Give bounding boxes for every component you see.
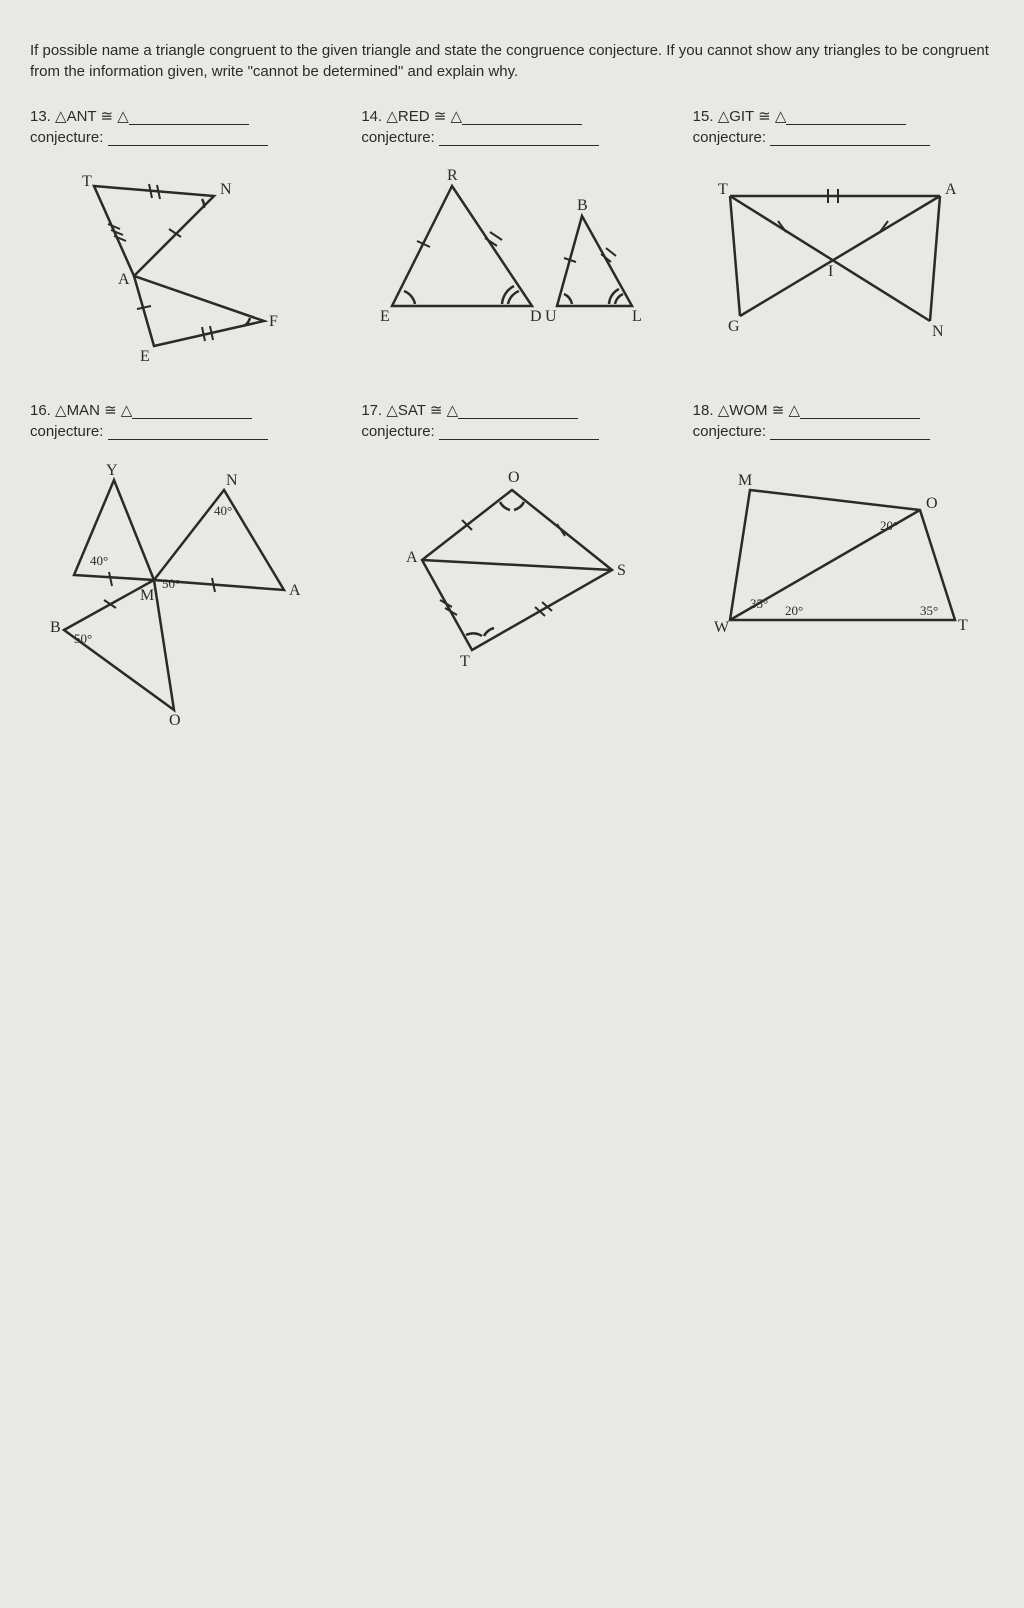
fig16-N: N xyxy=(226,472,238,489)
q17-conj-blank xyxy=(439,424,599,440)
fig17: A O S T xyxy=(358,460,666,680)
q14-num: 14. xyxy=(361,108,382,125)
q17: 17. △SAT ≅ △ conjecture: xyxy=(361,401,662,440)
fig16-a50-1: 50° xyxy=(162,576,180,591)
fig14-U: U xyxy=(545,308,557,325)
fig18: 35° 20° 20° 35° M O W T xyxy=(686,460,994,660)
fig13-F: F xyxy=(269,313,278,330)
fig16-a50-2: 50° xyxy=(74,631,92,646)
fig13-E: E xyxy=(140,348,150,365)
fig15-N: N xyxy=(932,323,944,340)
q15: 15. △GIT ≅ △ conjecture: xyxy=(693,107,994,146)
q18-conj-blank xyxy=(770,424,930,440)
fig15-A: A xyxy=(945,181,957,198)
q16-conj: conjecture: xyxy=(30,423,103,440)
q17-num: 17. xyxy=(361,402,382,419)
fig17-S: S xyxy=(617,562,626,579)
fig15: T G I A N xyxy=(686,166,994,346)
q14-conj-blank xyxy=(439,130,599,146)
fig14-B: B xyxy=(577,197,588,214)
question-row-1: 13. △ANT ≅ △ conjecture: 14. △RED ≅ △ co… xyxy=(30,107,994,146)
figure-row-2: 40° 40° 50° 50° Y M N A B O xyxy=(30,460,994,720)
fig16-M: M xyxy=(140,587,154,604)
fig18-T: T xyxy=(958,617,968,634)
q13-conj-blank xyxy=(108,130,268,146)
q15-conj-blank xyxy=(770,130,930,146)
fig17-A: A xyxy=(406,549,418,566)
q17-conj: conjecture: xyxy=(361,423,434,440)
q14-conj: conjecture: xyxy=(361,129,434,146)
q14-blank xyxy=(462,109,582,125)
fig17-T: T xyxy=(460,653,470,670)
fig16-a40-2: 40° xyxy=(214,503,232,518)
fig16-B: B xyxy=(50,619,61,636)
fig16-a40-1: 40° xyxy=(90,553,108,568)
q18-num: 18. xyxy=(693,402,714,419)
fig15-I: I xyxy=(828,263,833,280)
fig18-a20-2: 20° xyxy=(880,518,898,533)
q15-num: 15. xyxy=(693,108,714,125)
fig14: R E D B U L xyxy=(358,166,666,346)
q16: 16. △MAN ≅ △ conjecture: xyxy=(30,401,331,440)
fig18-O: O xyxy=(926,495,938,512)
fig13: T N A E F xyxy=(30,166,338,366)
fig18-M: M xyxy=(738,472,752,489)
q18: 18. △WOM ≅ △ conjecture: xyxy=(693,401,994,440)
fig18-a35-2: 35° xyxy=(920,603,938,618)
q13-num: 13. xyxy=(30,108,51,125)
fig14-E: E xyxy=(380,308,390,325)
fig14-R: R xyxy=(447,167,458,184)
fig16-Y: Y xyxy=(106,462,118,479)
fig17-O: O xyxy=(508,469,520,486)
fig14-D: D xyxy=(530,308,542,325)
q18-blank xyxy=(800,403,920,419)
fig13-A: A xyxy=(118,271,130,288)
q15-blank xyxy=(786,109,906,125)
q18-tri: △WOM ≅ △ xyxy=(718,402,800,419)
instructions-text: If possible name a triangle congruent to… xyxy=(30,40,994,82)
question-row-2: 16. △MAN ≅ △ conjecture: 17. △SAT ≅ △ co… xyxy=(30,401,994,440)
fig16-O: O xyxy=(169,712,181,729)
fig13-T: T xyxy=(82,173,92,190)
q16-num: 16. xyxy=(30,402,51,419)
q17-tri: △SAT ≅ △ xyxy=(386,402,458,419)
q13-conj: conjecture: xyxy=(30,129,103,146)
fig18-a20-1: 20° xyxy=(785,603,803,618)
q14-tri: △RED ≅ △ xyxy=(386,108,462,125)
q13-tri: △ANT ≅ △ xyxy=(55,108,129,125)
fig13-N: N xyxy=(220,181,232,198)
q14: 14. △RED ≅ △ conjecture: xyxy=(361,107,662,146)
q13-blank xyxy=(129,109,249,125)
fig15-G: G xyxy=(728,318,740,335)
q18-conj: conjecture: xyxy=(693,423,766,440)
q15-conj: conjecture: xyxy=(693,129,766,146)
fig15-T: T xyxy=(718,181,728,198)
fig16-A: A xyxy=(289,582,301,599)
q16-tri: △MAN ≅ △ xyxy=(55,402,132,419)
q13: 13. △ANT ≅ △ conjecture: xyxy=(30,107,331,146)
fig16: 40° 40° 50° 50° Y M N A B O xyxy=(30,460,338,720)
fig18-a35-1: 35° xyxy=(750,596,768,611)
q17-blank xyxy=(458,403,578,419)
q16-blank xyxy=(132,403,252,419)
figure-row-1: T N A E F xyxy=(30,166,994,366)
q16-conj-blank xyxy=(108,424,268,440)
q15-tri: △GIT ≅ △ xyxy=(718,108,787,125)
fig18-W: W xyxy=(714,619,730,636)
fig14-L: L xyxy=(632,308,642,325)
